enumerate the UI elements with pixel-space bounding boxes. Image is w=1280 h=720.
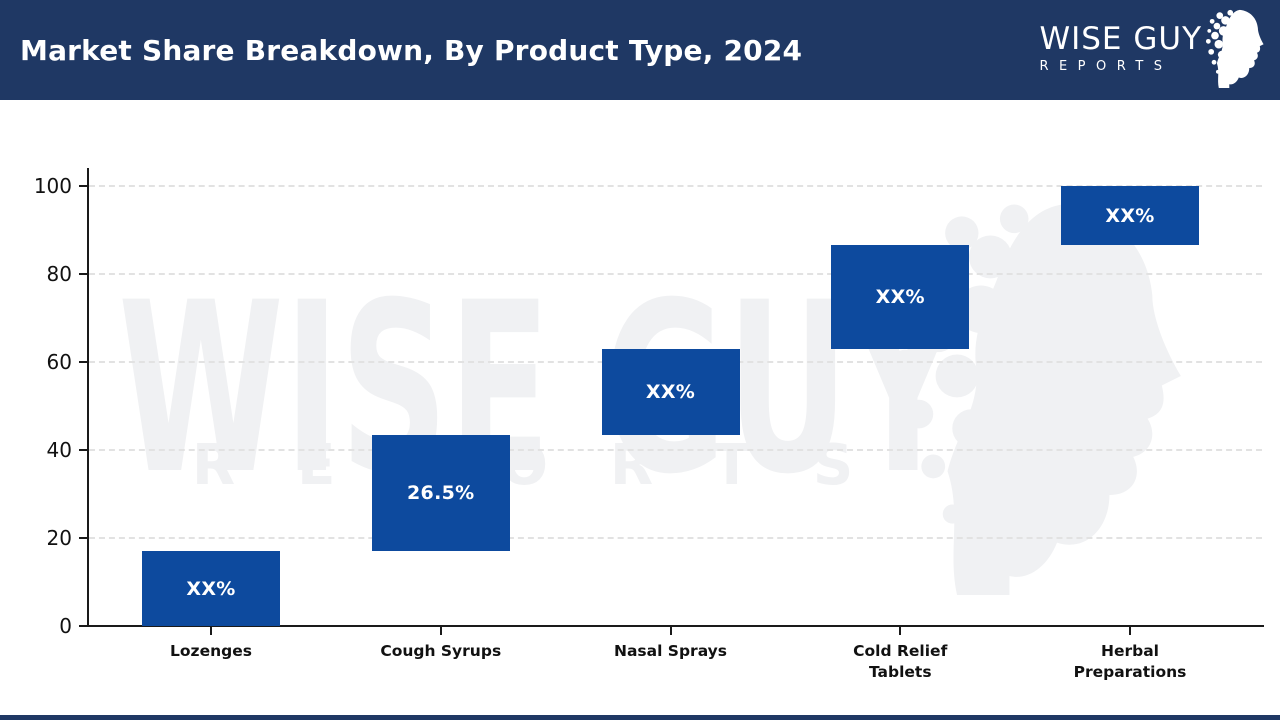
x-tick-mark-lozenges bbox=[210, 627, 212, 635]
y-tick-label-40: 40 bbox=[46, 438, 72, 462]
y-tick-label-80: 80 bbox=[46, 262, 72, 286]
gridline-20 bbox=[89, 537, 1262, 539]
bar-segment-herbal-preparations: XX% bbox=[1061, 186, 1199, 246]
y-tick-mark-100 bbox=[79, 185, 87, 187]
y-tick-label-0: 0 bbox=[59, 614, 72, 638]
x-axis-line bbox=[87, 625, 1264, 627]
gridline-100 bbox=[89, 185, 1262, 187]
y-tick-mark-80 bbox=[79, 273, 87, 275]
x-tick-label-line: Cold Relief bbox=[853, 642, 948, 660]
x-tick-label-line: Herbal bbox=[1101, 642, 1159, 660]
x-tick-label-line: Tablets bbox=[868, 662, 932, 681]
brand-face-icon bbox=[1204, 8, 1266, 88]
x-tick-label-herbal-preparations: Herbal Preparations bbox=[1045, 641, 1215, 683]
gridline-80 bbox=[89, 273, 1262, 275]
x-tick-mark-cough-syrups bbox=[439, 627, 442, 635]
bar-value-label-nasal-sprays: XX% bbox=[645, 380, 696, 403]
footer-bar bbox=[0, 715, 1280, 720]
bar-value-label-lozenges: XX% bbox=[186, 577, 236, 600]
y-tick-label-60: 60 bbox=[46, 350, 72, 374]
x-tick-label-line: Lozenges bbox=[170, 642, 252, 660]
x-tick-label-lozenges: Lozenges bbox=[126, 641, 296, 662]
bar-segment-cough-syrups: 26.5% bbox=[371, 434, 510, 552]
x-tick-mark-cold-relief-tablets bbox=[899, 627, 902, 635]
watermark-reports-text: REPORTS bbox=[192, 433, 916, 498]
x-tick-label-line: Nasal Sprays bbox=[613, 642, 728, 660]
x-tick-label-nasal-sprays: Nasal Sprays bbox=[586, 641, 756, 662]
brand-subname: REPORTS bbox=[1039, 58, 1173, 74]
bar-segment-nasal-sprays: XX% bbox=[601, 348, 740, 435]
gridline-40 bbox=[89, 449, 1262, 451]
x-tick-label-line: Cough Syrups bbox=[380, 642, 502, 660]
brand-logo: WISE GUY REPORTS bbox=[1039, 8, 1266, 88]
chart-title: Market Share Breakdown, By Product Type,… bbox=[20, 33, 803, 67]
y-tick-mark-0 bbox=[79, 625, 87, 627]
brand-logo-text: WISE GUY REPORTS bbox=[1039, 22, 1202, 73]
y-tick-mark-20 bbox=[79, 537, 87, 539]
x-tick-label-cough-syrups: Cough Syrups bbox=[356, 641, 526, 662]
watermark-brand-text: WISE GUY bbox=[118, 253, 958, 526]
bar-value-label-cold-relief-tablets: XX% bbox=[875, 286, 925, 309]
bar-value-label-herbal-preparations: XX% bbox=[1105, 204, 1155, 227]
y-tick-mark-60 bbox=[79, 361, 87, 363]
x-tick-label-line: Preparations bbox=[1073, 662, 1187, 681]
x-tick-mark-herbal-preparations bbox=[1129, 627, 1131, 635]
header-banner: Market Share Breakdown, By Product Type,… bbox=[0, 0, 1280, 100]
bar-segment-cold-relief-tablets: XX% bbox=[831, 245, 970, 349]
x-tick-mark-nasal-sprays bbox=[669, 627, 672, 635]
brand-name: WISE GUY bbox=[1039, 21, 1202, 58]
y-tick-mark-40 bbox=[79, 449, 87, 451]
y-tick-label-20: 20 bbox=[46, 526, 72, 550]
x-tick-label-cold-relief-tablets: Cold Relief Tablets bbox=[815, 641, 985, 683]
y-tick-label-100: 100 bbox=[33, 174, 72, 198]
bar-value-label-cough-syrups: 26.5% bbox=[407, 481, 475, 504]
bar-segment-lozenges: XX% bbox=[142, 551, 280, 626]
y-axis-line bbox=[87, 168, 89, 627]
